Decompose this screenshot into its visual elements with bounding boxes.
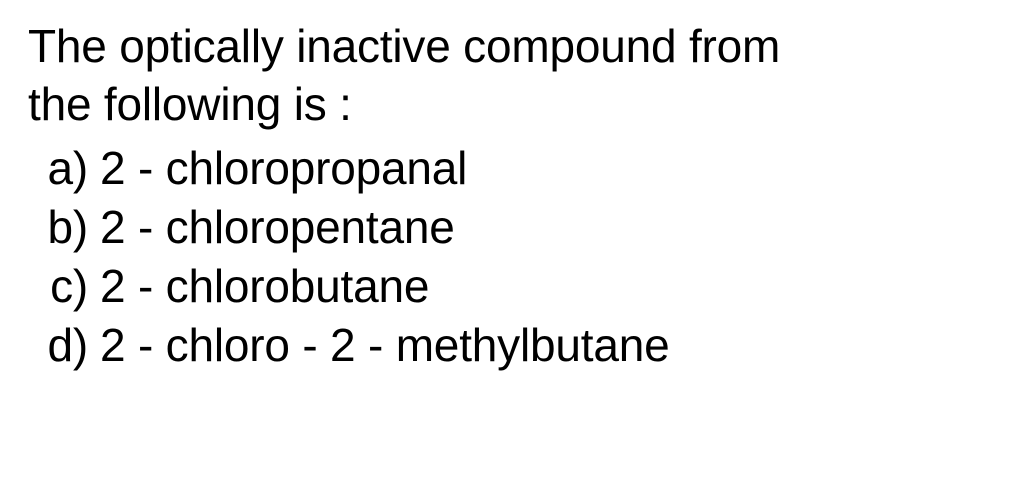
option-text: 2 - chlorobutane (100, 257, 996, 316)
option-c: c) 2 - chlorobutane (28, 257, 996, 316)
option-b: b) 2 - chloropentane (28, 198, 996, 257)
option-a: a) 2 - chloropropanal (28, 139, 996, 198)
option-letter: c) (28, 257, 100, 316)
question-line-1: The optically inactive compound from (28, 18, 996, 76)
question-stem: The optically inactive compound from the… (28, 18, 996, 133)
option-letter: a) (28, 139, 100, 198)
option-letter: d) (28, 316, 100, 375)
options-list: a) 2 - chloropropanal b) 2 - chloropenta… (28, 139, 996, 375)
option-text: 2 - chloropropanal (100, 139, 996, 198)
option-letter: b) (28, 198, 100, 257)
question-line-2: the following is : (28, 76, 996, 134)
option-d: d) 2 - chloro - 2 - methylbutane (28, 316, 996, 375)
option-text: 2 - chloropentane (100, 198, 996, 257)
question-block: The optically inactive compound from the… (0, 0, 1024, 375)
option-text: 2 - chloro - 2 - methylbutane (100, 316, 996, 375)
